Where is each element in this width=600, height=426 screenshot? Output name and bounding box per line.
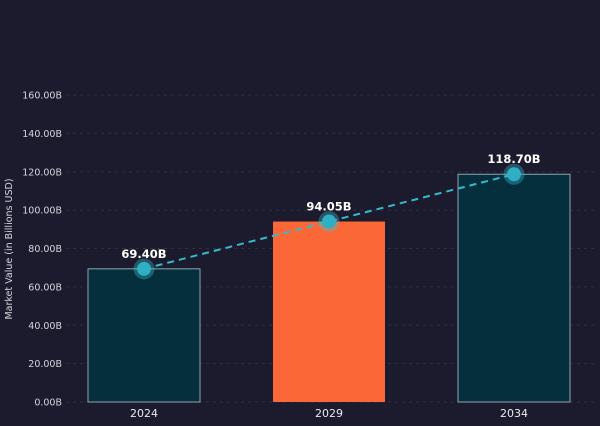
y-tick-label: 40.00B xyxy=(28,321,62,332)
y-tick-label: 160.00B xyxy=(22,91,62,102)
bar-2034 xyxy=(457,173,571,403)
data-point-marker xyxy=(137,261,151,276)
x-tick-label: 2024 xyxy=(130,407,158,420)
bar-2029 xyxy=(273,221,385,402)
y-tick-label: 0.00B xyxy=(34,398,62,409)
y-tick-label: 20.00B xyxy=(28,359,62,370)
y-tick-label: 60.00B xyxy=(28,282,62,293)
y-tick-label: 120.00B xyxy=(22,167,62,178)
bar-2024 xyxy=(87,268,201,403)
data-label: 118.70B xyxy=(487,152,540,166)
x-tick-label: 2029 xyxy=(315,407,343,420)
y-tick-label: 140.00B xyxy=(22,129,62,140)
x-tick-label: 2034 xyxy=(500,407,528,420)
data-point-marker xyxy=(322,214,336,229)
data-label: 69.40B xyxy=(121,247,166,261)
y-tick-label: 100.00B xyxy=(22,206,62,217)
y-tick-label: 80.00B xyxy=(28,244,62,255)
data-label: 94.05B xyxy=(306,200,351,214)
y-axis-label: Market Value (in Billions USD) xyxy=(4,178,15,319)
data-point-marker xyxy=(507,167,521,182)
trend-line xyxy=(143,173,515,270)
